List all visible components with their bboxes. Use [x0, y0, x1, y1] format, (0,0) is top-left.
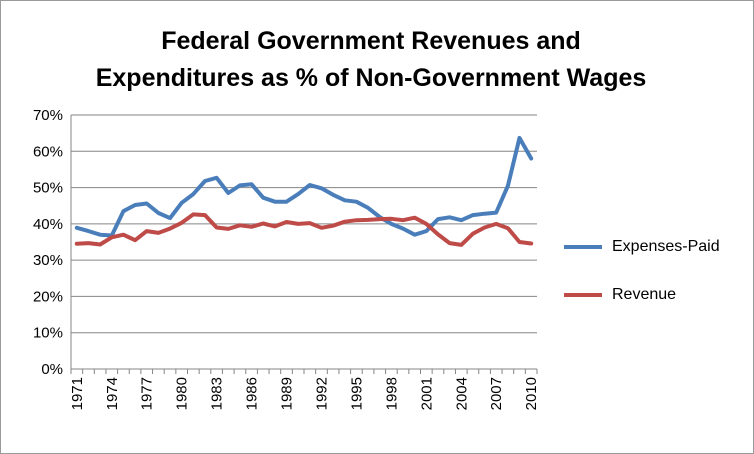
x-tick-label: 1977 [139, 377, 156, 410]
x-tick-label: 1995 [348, 377, 365, 410]
x-tick-label: 2004 [453, 377, 470, 410]
y-tick-label: 50% [33, 180, 63, 197]
y-tick-label: 10% [33, 325, 63, 342]
x-tick-label: 1983 [209, 377, 226, 410]
legend-swatch-expenses-paid [564, 245, 602, 249]
y-tick-label: 70% [33, 107, 63, 124]
series-line-expenses-paid [74, 135, 534, 238]
x-tick-label: 2001 [418, 377, 435, 410]
x-tick-label: 1980 [174, 377, 191, 410]
y-tick-label: 30% [33, 252, 63, 269]
x-tick-label: 1992 [313, 377, 330, 410]
chart-title-line-2: Expenditures as % of Non-Government Wage… [95, 64, 647, 92]
legend-item-expenses-paid: Expenses-Paid [564, 237, 749, 257]
x-tick-label: 2007 [488, 377, 505, 410]
x-tick-label: 1971 [69, 377, 86, 410]
y-tick-label: 0% [41, 361, 63, 378]
x-tick-label: 1974 [104, 377, 121, 410]
x-tick-label: 1989 [279, 377, 296, 410]
x-tick-label: 1998 [383, 377, 400, 410]
y-tick-label: 20% [33, 288, 63, 305]
x-tick-label: 2010 [523, 377, 540, 410]
legend-label-revenue: Revenue [612, 286, 677, 303]
y-tick-label: 60% [33, 143, 63, 160]
chart-title-line-1: Federal Government Revenues and [161, 27, 581, 55]
legend-swatch-revenue [564, 293, 602, 297]
legend-label-expenses-paid: Expenses-Paid [612, 238, 720, 255]
legend-item-revenue: Revenue [564, 285, 749, 305]
y-tick-label: 40% [33, 216, 63, 233]
chart-title: Federal Government Revenues and Expendit… [61, 23, 681, 97]
x-tick-label: 1986 [244, 377, 261, 410]
series-line-revenue [74, 212, 534, 247]
